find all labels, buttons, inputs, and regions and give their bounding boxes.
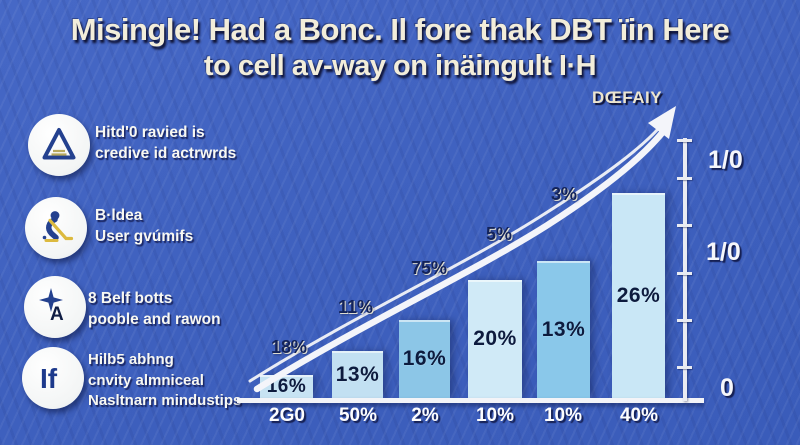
legend-item-4-line2: cnvity almniceal bbox=[88, 371, 204, 389]
y-axis-tick bbox=[677, 272, 692, 275]
legend-item-1-line1: Hitd'0 ravied is bbox=[95, 124, 205, 141]
bar-1: 16% bbox=[260, 375, 313, 398]
svg-text:If: If bbox=[40, 363, 58, 394]
legend-item-2-line1: B·ldea bbox=[95, 207, 143, 224]
x-tick-label-6: 40% bbox=[619, 405, 659, 426]
trend-label-3: 75% bbox=[411, 258, 448, 278]
bar-4-value-label: 20% bbox=[473, 327, 517, 350]
bar-5: 13% bbox=[537, 261, 590, 398]
arrow-caption: DŒFAIY bbox=[592, 88, 663, 107]
x-tick-label-5: 10% bbox=[543, 405, 583, 426]
if-icon: If bbox=[22, 347, 84, 409]
y-axis-tick bbox=[677, 177, 692, 180]
sparkle-a-icon: A bbox=[24, 276, 86, 338]
legend-item-4-label: Hilb5 abhng cnvity almniceal Nasltnarn m… bbox=[88, 350, 241, 412]
y-tick-label-2: 1/0 bbox=[706, 238, 741, 266]
bar-2-value-label: 13% bbox=[335, 362, 380, 386]
legend-item-2-label: B·ldea User gvúmifs bbox=[95, 205, 193, 248]
legend-item-4-line1: Hilb5 abhng bbox=[88, 351, 174, 368]
y-axis-tick bbox=[677, 366, 692, 369]
hockey-player-icon bbox=[25, 197, 87, 259]
bar-3-value-label: 16% bbox=[402, 347, 447, 370]
y-axis-tick bbox=[677, 224, 692, 227]
bar-3: 16% bbox=[399, 320, 450, 398]
page-title-line2: to cell av-way on inäingult I·H bbox=[203, 50, 597, 82]
legend-item-1-line2: credive id actrwrds bbox=[95, 145, 237, 163]
legend-item-3-line2: pooble and rawon bbox=[88, 311, 221, 329]
pyramid-award-icon bbox=[28, 114, 90, 176]
y-axis-tick bbox=[677, 139, 692, 142]
trend-label-1: 18% bbox=[271, 337, 308, 357]
bar-4: 20% bbox=[468, 280, 522, 398]
bar-2: 13% bbox=[332, 351, 383, 398]
bar-1-value-label: 16% bbox=[266, 375, 307, 397]
bar-5-value-label: 13% bbox=[541, 317, 586, 341]
legend-item-1-label: Hitd'0 ravied is credive id actrwrds bbox=[95, 122, 236, 165]
x-tick-label-2: 50% bbox=[338, 405, 378, 426]
y-tick-label-1: 1/0 bbox=[708, 146, 743, 174]
legend-item-2-line2: User gvúmifs bbox=[95, 228, 194, 246]
y-tick-label-3: 0 bbox=[720, 374, 734, 402]
trend-label-2: 11% bbox=[338, 297, 374, 317]
trend-label-5: 3% bbox=[551, 184, 578, 204]
x-tick-label-1: 2G0 bbox=[269, 405, 305, 426]
bar-6: 26% bbox=[612, 193, 665, 398]
x-tick-label-4: 10% bbox=[475, 405, 515, 426]
legend-item-4-line3: Nasltnarn mindustips bbox=[88, 392, 242, 410]
legend-item-3-line1: 8 Belf botts bbox=[88, 290, 173, 307]
trend-label-4: 5% bbox=[486, 224, 513, 244]
y-axis-line bbox=[683, 138, 687, 401]
bar-6-value-label: 26% bbox=[616, 283, 661, 307]
x-axis-line bbox=[237, 398, 704, 403]
legend-item-3-label: 8 Belf botts pooble and rawon bbox=[88, 288, 221, 331]
page-title-line1: Misingle! Had a Bonc. Il fore thak DBT ï… bbox=[70, 12, 730, 47]
x-tick-label-3: 2% bbox=[411, 405, 439, 426]
svg-text:A: A bbox=[50, 304, 64, 325]
y-axis-tick bbox=[677, 319, 692, 322]
